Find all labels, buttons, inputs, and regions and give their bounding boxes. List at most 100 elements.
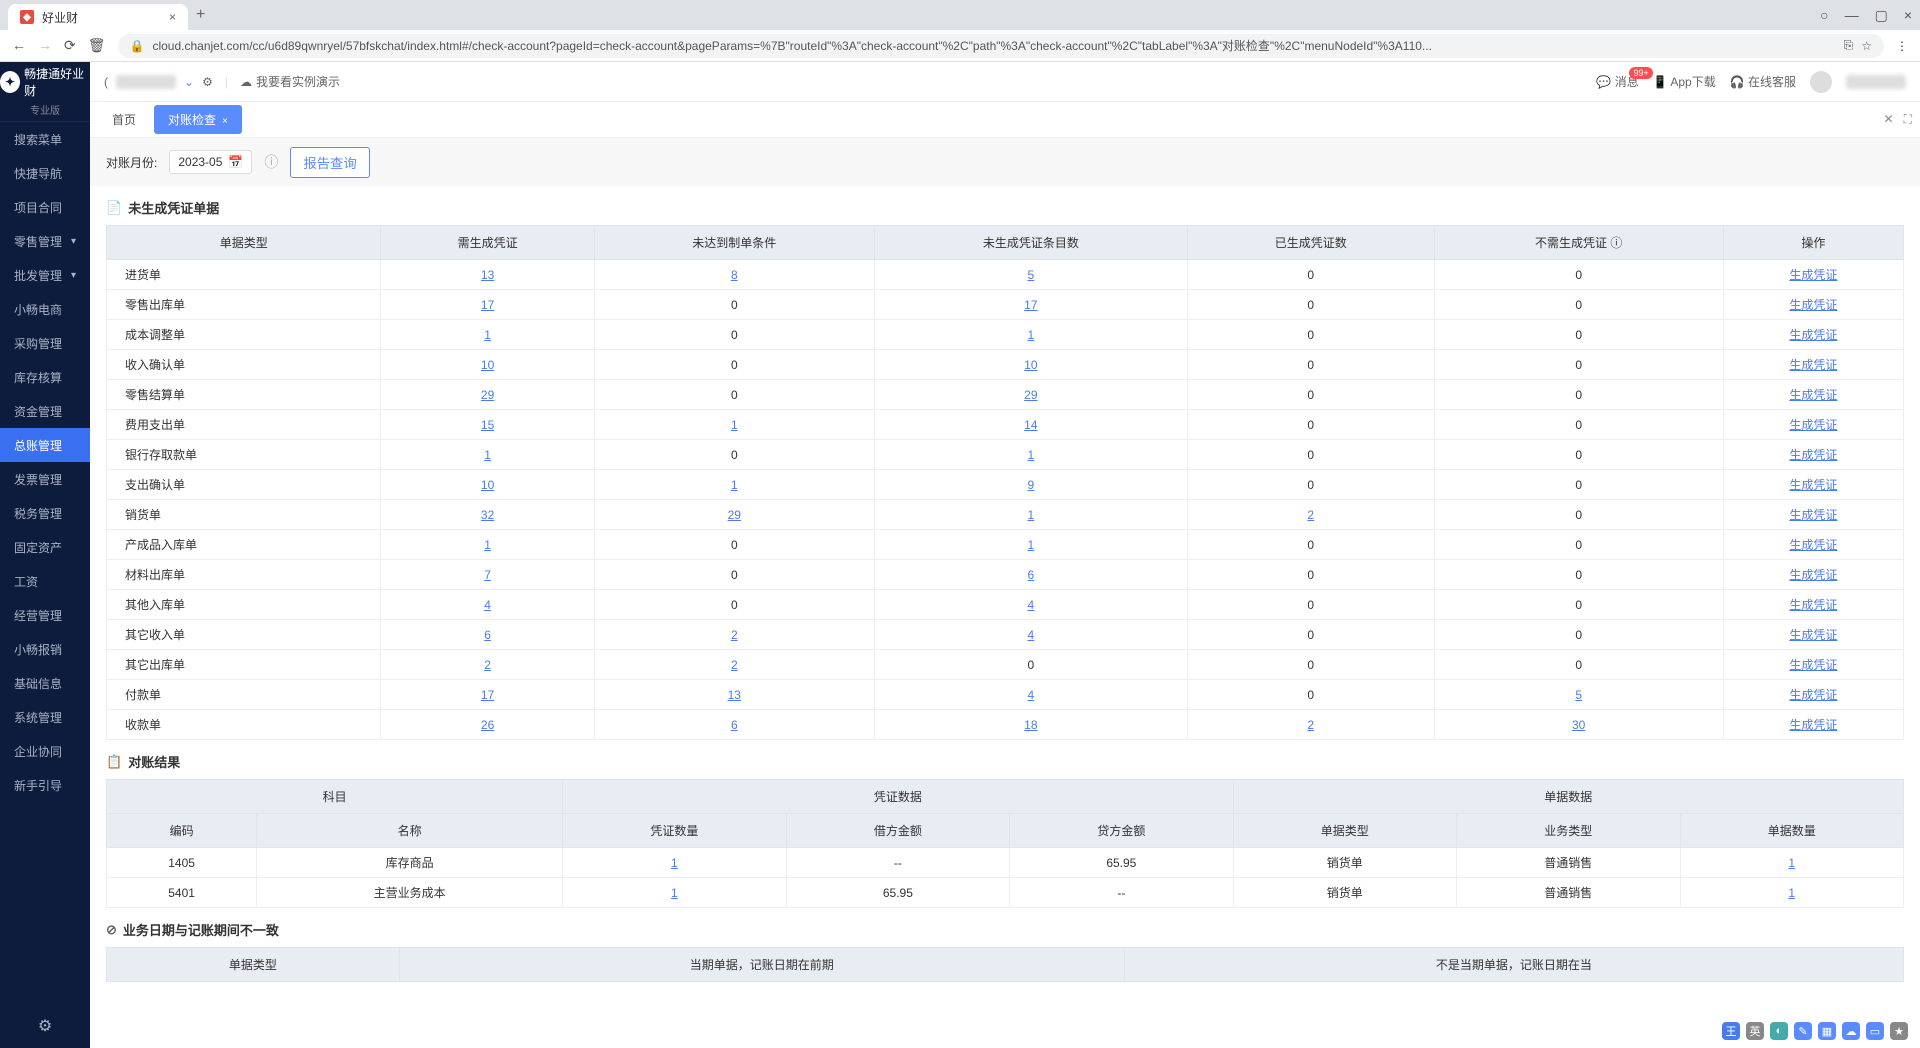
table-cell[interactable]: 1: [874, 440, 1187, 470]
table-cell[interactable]: 4: [874, 620, 1187, 650]
table-cell[interactable]: 5: [1434, 680, 1723, 710]
reload-icon[interactable]: ⟳: [64, 37, 76, 54]
trash-icon[interactable]: 🗑: [88, 37, 106, 54]
float-icon[interactable]: ▭: [1866, 1022, 1884, 1040]
table-cell[interactable]: 26: [381, 710, 594, 740]
generate-voucher-link[interactable]: 生成凭证: [1723, 710, 1903, 740]
help-icon[interactable]: ⓘ: [264, 152, 278, 172]
table-cell[interactable]: 10: [381, 350, 594, 380]
float-icon[interactable]: ✎: [1794, 1022, 1812, 1040]
table-cell[interactable]: 1: [874, 320, 1187, 350]
generate-voucher-link[interactable]: 生成凭证: [1723, 320, 1903, 350]
table-cell[interactable]: 29: [594, 500, 874, 530]
sidebar-item[interactable]: 总账管理: [0, 428, 90, 462]
table-cell[interactable]: 4: [381, 590, 594, 620]
float-icon[interactable]: 英: [1746, 1022, 1764, 1040]
table-cell[interactable]: 1: [1680, 848, 1904, 878]
forward-icon[interactable]: →: [38, 37, 52, 54]
minimize-icon[interactable]: —: [1845, 7, 1859, 24]
table-cell[interactable]: 30: [1434, 710, 1723, 740]
generate-voucher-link[interactable]: 生成凭证: [1723, 530, 1903, 560]
table-cell[interactable]: 13: [381, 260, 594, 290]
sidebar-item[interactable]: 库存核算: [0, 360, 90, 394]
page-tab[interactable]: 对账检查×: [154, 105, 242, 134]
table-cell[interactable]: 7: [381, 560, 594, 590]
sidebar-item[interactable]: 小畅电商: [0, 292, 90, 326]
app-download-link[interactable]: 📱 App下载: [1653, 73, 1716, 90]
generate-voucher-link[interactable]: 生成凭证: [1723, 500, 1903, 530]
sidebar-item[interactable]: 采购管理: [0, 326, 90, 360]
table-cell[interactable]: 29: [381, 380, 594, 410]
generate-voucher-link[interactable]: 生成凭证: [1723, 470, 1903, 500]
table-cell[interactable]: 32: [381, 500, 594, 530]
table-cell[interactable]: 29: [874, 380, 1187, 410]
install-icon[interactable]: ⎘: [1844, 38, 1854, 53]
table-cell[interactable]: 17: [381, 680, 594, 710]
table-cell[interactable]: 1: [874, 500, 1187, 530]
generate-voucher-link[interactable]: 生成凭证: [1723, 620, 1903, 650]
query-button[interactable]: 报告查询: [290, 147, 369, 178]
table-cell[interactable]: 6: [874, 560, 1187, 590]
sidebar-item[interactable]: 工资: [0, 564, 90, 598]
table-cell[interactable]: 17: [381, 290, 594, 320]
sidebar-item[interactable]: 固定资产: [0, 530, 90, 564]
back-icon[interactable]: ←: [12, 37, 26, 54]
sidebar-item[interactable]: 企业协同: [0, 734, 90, 768]
float-icon[interactable]: ☁: [1842, 1022, 1860, 1040]
minimize-icon[interactable]: ○: [1820, 7, 1828, 24]
maximize-icon[interactable]: ▢: [1875, 7, 1888, 24]
table-cell[interactable]: 1: [381, 320, 594, 350]
float-icon[interactable]: ▦: [1818, 1022, 1836, 1040]
sidebar-item[interactable]: 基础信息: [0, 666, 90, 700]
demo-link[interactable]: ☁ 我要看实例演示: [240, 73, 340, 90]
float-icon[interactable]: ★: [1890, 1022, 1908, 1040]
sidebar-item[interactable]: 搜索菜单: [0, 122, 90, 156]
sidebar-item[interactable]: 零售管理▾: [0, 224, 90, 258]
table-cell[interactable]: 13: [594, 680, 874, 710]
avatar[interactable]: [1810, 71, 1832, 93]
table-cell[interactable]: 5: [874, 260, 1187, 290]
generate-voucher-link[interactable]: 生成凭证: [1723, 650, 1903, 680]
generate-voucher-link[interactable]: 生成凭证: [1723, 440, 1903, 470]
table-cell[interactable]: 14: [874, 410, 1187, 440]
new-tab-button[interactable]: +: [196, 6, 205, 24]
table-cell[interactable]: 2: [1187, 500, 1434, 530]
tab-close-icon[interactable]: ×: [169, 10, 176, 24]
close-all-icon[interactable]: ✕: [1884, 112, 1894, 127]
sidebar-item[interactable]: 税务管理: [0, 496, 90, 530]
table-cell[interactable]: 8: [594, 260, 874, 290]
close-icon[interactable]: ×: [1904, 7, 1912, 24]
table-cell[interactable]: 18: [874, 710, 1187, 740]
customer-service-link[interactable]: 🎧 在线客服: [1730, 73, 1796, 90]
sidebar-item[interactable]: 项目合同: [0, 190, 90, 224]
message-link[interactable]: 💬 消息: [1596, 73, 1638, 90]
generate-voucher-link[interactable]: 生成凭证: [1723, 350, 1903, 380]
generate-voucher-link[interactable]: 生成凭证: [1723, 410, 1903, 440]
sidebar-item[interactable]: 发票管理: [0, 462, 90, 496]
menu-icon[interactable]: ⋮: [1896, 39, 1908, 53]
generate-voucher-link[interactable]: 生成凭证: [1723, 560, 1903, 590]
url-input[interactable]: 🔒 cloud.chanjet.com/cc/u6d89qwnryel/57bf…: [118, 34, 1884, 58]
browser-tab[interactable]: ◆ 好业财 ×: [8, 4, 188, 30]
sidebar-item[interactable]: 经营管理: [0, 598, 90, 632]
table-cell[interactable]: 15: [381, 410, 594, 440]
generate-voucher-link[interactable]: 生成凭证: [1723, 290, 1903, 320]
sidebar-item[interactable]: 小畅报销: [0, 632, 90, 666]
table-cell[interactable]: 2: [381, 650, 594, 680]
table-cell[interactable]: 6: [594, 710, 874, 740]
star-icon[interactable]: ☆: [1861, 39, 1872, 53]
table-cell[interactable]: 2: [594, 620, 874, 650]
table-cell[interactable]: 10: [381, 470, 594, 500]
table-cell[interactable]: 6: [381, 620, 594, 650]
table-cell[interactable]: 1: [1680, 878, 1904, 908]
sidebar-item[interactable]: 资金管理: [0, 394, 90, 428]
float-icon[interactable]: ◐: [1770, 1022, 1788, 1040]
table-cell[interactable]: 10: [874, 350, 1187, 380]
sidebar-item[interactable]: 系统管理: [0, 700, 90, 734]
table-cell[interactable]: 1: [874, 530, 1187, 560]
float-icon[interactable]: 王: [1722, 1022, 1740, 1040]
table-cell[interactable]: 2: [1187, 710, 1434, 740]
table-cell[interactable]: 1: [381, 530, 594, 560]
table-cell[interactable]: 17: [874, 290, 1187, 320]
sidebar-item[interactable]: 批发管理▾: [0, 258, 90, 292]
